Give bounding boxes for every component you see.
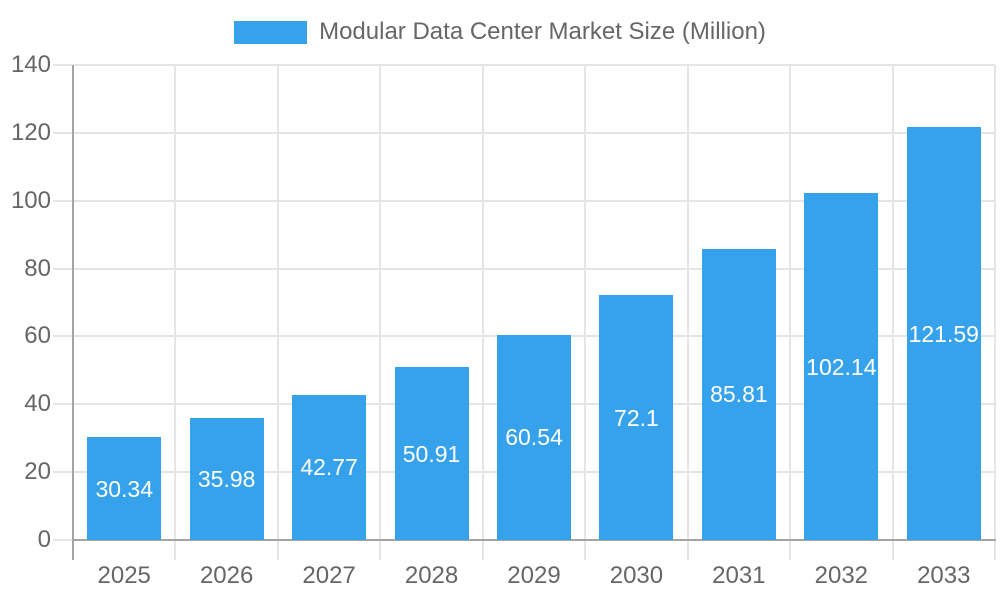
y-axis-tick-label: 20 [24,458,51,486]
y-gridline [73,131,995,134]
bar-value-label: 30.34 [95,475,153,502]
x-gridline [789,65,792,540]
y-tick-mark [53,403,73,406]
x-axis-tick-label: 2025 [97,562,151,589]
bar-value-label: 72.1 [614,404,659,431]
y-tick-mark [53,64,73,66]
y-gridline [73,199,995,202]
y-tick-mark [53,199,73,202]
bar-value-label: 35.98 [197,465,256,492]
x-gridline [891,65,894,540]
y-axis-tick-label: 0 [37,526,51,553]
x-gridline [379,65,382,540]
bar-2029: 60.54 [497,334,571,540]
x-tick-mark [379,540,382,560]
x-tick-mark [789,540,792,560]
x-gridline [276,65,279,540]
x-tick-mark [584,540,587,560]
x-tick-mark [994,540,996,560]
y-tick-mark [53,267,73,270]
x-axis-tick-label: 2033 [917,562,971,589]
y-tick-mark [53,471,73,474]
x-tick-mark [276,540,279,560]
x-axis-tick-label: 2029 [507,562,561,589]
x-tick-mark [686,540,689,560]
bar-2025: 30.34 [87,437,162,540]
bar-2026: 35.98 [189,417,264,540]
y-axis-tick-label: 60 [24,322,51,350]
y-tick-mark [53,131,73,134]
bar-2030: 72.1 [599,295,674,540]
x-axis-tick-label: 2027 [302,562,356,589]
x-tick-mark [481,540,484,560]
bar-value-label: 60.54 [505,424,563,451]
x-axis-tick-label: 2030 [609,562,664,589]
x-axis-tick-label: 2031 [712,562,766,589]
bar-2032: 102.14 [804,193,879,540]
legend-label: Modular Data Center Market Size (Million… [319,18,766,45]
x-axis-tick-label: 2032 [814,562,869,589]
bar-value-label: 50.91 [402,440,461,467]
bar-2031: 85.81 [701,248,776,540]
bar-value-label: 121.59 [908,320,979,347]
x-axis-line [72,539,996,541]
x-axis-tick-label: 2026 [199,562,254,589]
x-gridline [994,65,996,540]
legend-swatch [234,20,308,44]
x-axis-tick-label: 2028 [404,562,459,589]
y-axis-tick-label: 120 [10,118,51,146]
y-axis-tick-label: 80 [24,254,51,282]
y-axis-tick-label: 100 [10,186,51,214]
y-gridline [73,64,995,66]
x-gridline [481,65,484,540]
bar-value-label: 102.14 [806,353,877,380]
x-tick-mark [174,540,177,560]
x-tick-mark [891,540,894,560]
bar-2027: 42.77 [292,394,367,540]
x-gridline [686,65,689,540]
x-gridline [174,65,177,540]
y-axis-tick-label: 40 [24,390,51,418]
y-axis-line [72,65,74,540]
x-tick-mark [72,540,74,560]
x-gridline [584,65,587,540]
bar-value-label: 42.77 [300,454,358,481]
bar-value-label: 85.81 [710,381,768,408]
y-tick-mark [53,335,73,338]
bar-2033: 121.59 [906,127,981,540]
bar-2028: 50.91 [394,367,469,540]
y-gridline [73,267,995,270]
chart-legend-item[interactable]: Modular Data Center Market Size (Million… [0,19,1000,45]
y-tick-mark [53,539,73,541]
y-axis-tick-label: 140 [10,51,51,78]
